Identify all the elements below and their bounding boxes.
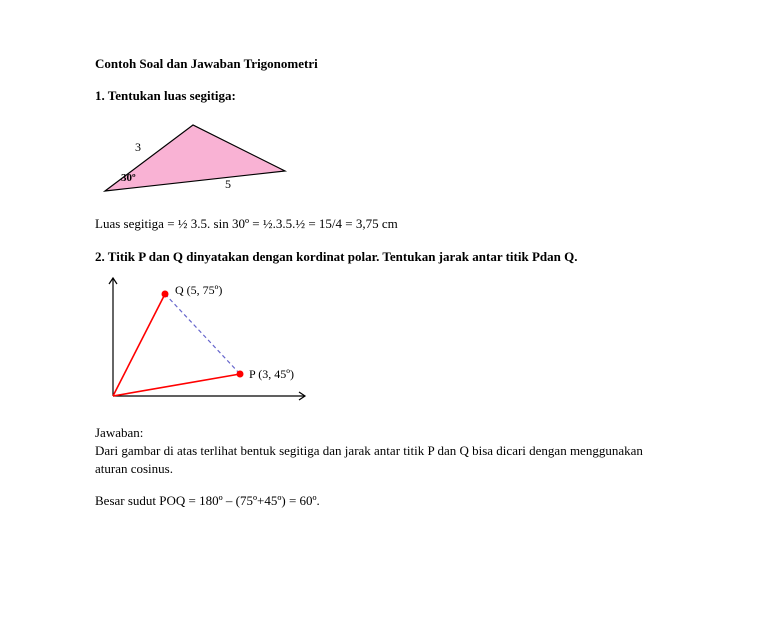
side-b-label: 5: [225, 177, 231, 191]
polar-svg: Q (5, 75º) P (3, 45º): [95, 274, 325, 414]
jawaban-label: Jawaban:: [95, 424, 673, 442]
page-title: Contoh Soal dan Jawaban Trigonometri: [95, 55, 673, 73]
line-oq: [113, 294, 165, 396]
triangle-svg: 3 5 30º: [95, 113, 305, 205]
dot-q: [162, 290, 169, 297]
line-pq: [165, 294, 240, 374]
q2-header: 2. Titik P dan Q dinyatakan dengan kordi…: [95, 248, 673, 266]
calc-line-1: Besar sudut POQ = 180º – (75º+45º) = 60º…: [95, 492, 673, 510]
q1-diagram: 3 5 30º: [95, 113, 673, 205]
jawaban-text: Dari gambar di atas terlihat bentuk segi…: [95, 442, 673, 478]
q2-diagram: Q (5, 75º) P (3, 45º): [95, 274, 673, 414]
dot-p: [237, 370, 244, 377]
q1-answer: Luas segitiga = ½ 3.5. sin 30º = ½.3.5.½…: [95, 215, 673, 233]
q1-header: 1. Tentukan luas segitiga:: [95, 87, 673, 105]
label-q: Q (5, 75º): [175, 283, 222, 297]
side-a-label: 3: [135, 140, 141, 154]
label-p: P (3, 45º): [249, 367, 294, 381]
line-op: [113, 374, 240, 396]
angle-label: 30º: [121, 172, 136, 184]
